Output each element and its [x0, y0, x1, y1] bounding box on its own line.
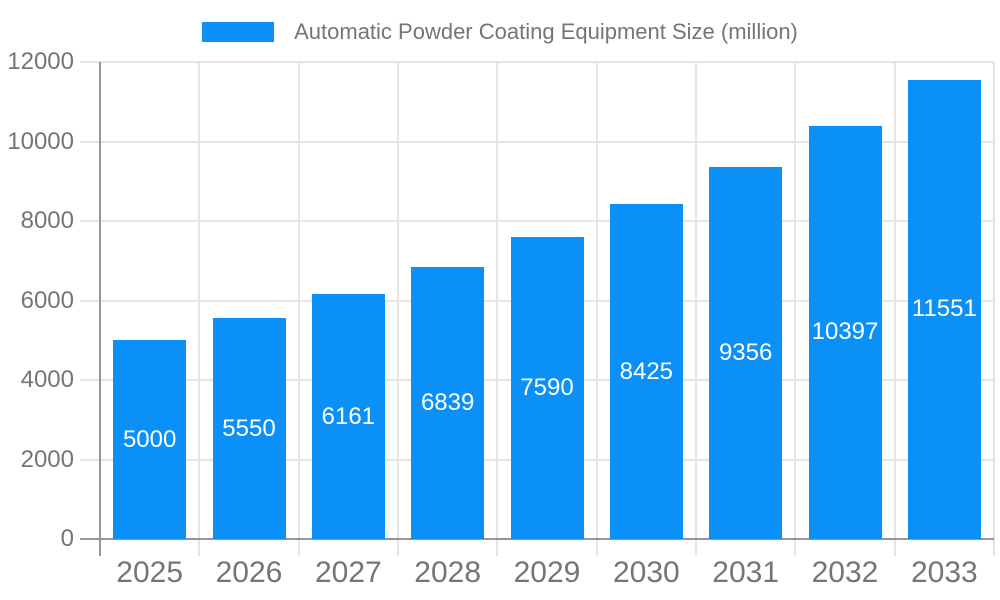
bar-2025: [113, 340, 187, 539]
legend-swatch: [202, 22, 275, 42]
bar-2026: [212, 318, 286, 539]
y-axis-tick-label: 6000: [20, 286, 74, 314]
x-axis-tick-label: 2029: [513, 556, 581, 589]
x-axis-line: [80, 538, 994, 540]
gridline-vertical: [794, 62, 797, 556]
bar-value-label: 10397: [811, 318, 879, 346]
y-axis-tick-label: 2000: [20, 445, 74, 473]
x-axis-tick-label: 2025: [116, 556, 184, 589]
bar-value-label: 6161: [321, 402, 376, 430]
bar-value-label: 11551: [911, 295, 977, 323]
legend-item[interactable]: Automatic Powder Coating Equipment Size …: [0, 15, 1000, 49]
legend-label: Automatic Powder Coating Equipment Size …: [294, 19, 798, 44]
gridline-vertical: [297, 62, 300, 556]
bar-value-label: 9356: [718, 339, 773, 367]
y-axis-tick-label: 8000: [20, 207, 74, 234]
gridline-horizontal: [80, 220, 994, 222]
bar-value-label: 5550: [222, 414, 276, 442]
y-axis-line: [99, 62, 101, 556]
bar-2028: [411, 267, 485, 539]
x-axis-tick-label: 2033: [910, 556, 978, 589]
bar-value-label: 8425: [619, 357, 674, 385]
gridline-vertical: [993, 62, 995, 556]
bar-value-label: 6839: [420, 389, 475, 417]
gridline-vertical: [695, 62, 697, 556]
y-axis-tick-label: 12000: [7, 48, 74, 75]
bar-2031: [709, 167, 783, 539]
gridline-horizontal: [80, 140, 994, 143]
x-axis-tick-label: 2032: [811, 556, 879, 589]
bar-2030: [609, 204, 683, 539]
x-axis-tick-label: 2026: [215, 556, 283, 589]
gridline-vertical: [893, 62, 896, 556]
gridline-vertical: [595, 62, 598, 556]
y-axis-tick-label: 0: [60, 525, 74, 552]
bar-2029: [510, 237, 584, 539]
bar-value-label: 5000: [122, 425, 177, 453]
y-axis-tick-label: 10000: [7, 127, 74, 155]
bar-2027: [311, 294, 385, 539]
y-axis-tick-label: 4000: [20, 366, 74, 393]
x-axis-tick-label: 2027: [314, 556, 382, 589]
bar-value-label: 7590: [520, 374, 574, 402]
bar-2033: [907, 79, 981, 539]
bar-2032: [808, 125, 882, 539]
x-axis-tick-label: 2028: [414, 556, 482, 589]
gridline-vertical: [397, 62, 399, 556]
gridline-vertical: [198, 62, 201, 556]
gridline-vertical: [496, 62, 499, 556]
x-axis-tick-label: 2030: [612, 556, 680, 589]
gridline-horizontal: [80, 61, 994, 63]
x-axis-tick-label: 2031: [712, 556, 780, 589]
